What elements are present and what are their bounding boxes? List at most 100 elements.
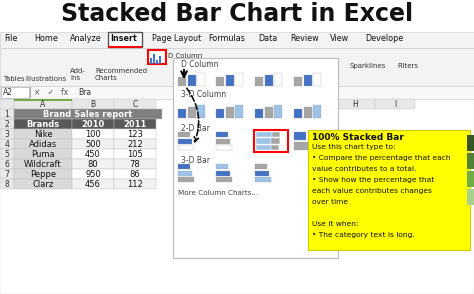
Text: File: File [4, 34, 18, 43]
Text: 78: 78 [129, 160, 140, 169]
Text: 5: 5 [5, 150, 9, 159]
Text: 86: 86 [129, 170, 140, 179]
Bar [235, 105, 244, 118]
Bar [114, 179, 156, 189]
Text: 1: 1 [5, 110, 9, 119]
Bar [178, 164, 190, 169]
Text: Insert: Insert [110, 34, 137, 43]
Bar [255, 177, 272, 182]
Bar [14, 129, 72, 139]
Text: Develope: Develope [365, 34, 403, 43]
Bar [216, 164, 228, 169]
Bar [114, 149, 156, 159]
Text: D Column: D Column [181, 60, 219, 69]
Text: C: C [132, 100, 137, 109]
Bar [178, 145, 194, 150]
Text: each value contributes changes: each value contributes changes [312, 188, 432, 194]
Text: ×   ✓   fx: × ✓ fx [34, 88, 68, 97]
Text: Page Layout: Page Layout [152, 34, 201, 43]
Bar [14, 169, 72, 179]
Bar [72, 179, 114, 189]
Text: Puma: Puma [31, 150, 55, 159]
Bar [178, 177, 194, 182]
Bar [255, 171, 269, 176]
Text: value contributes to a total.: value contributes to a total. [312, 166, 416, 172]
Text: Peppe: Peppe [30, 170, 56, 179]
Bar [197, 105, 205, 118]
Bar [14, 119, 72, 129]
Bar [294, 109, 302, 118]
Bar [280, 145, 284, 150]
Bar [178, 77, 186, 86]
Bar [0, 139, 14, 149]
Bar [197, 73, 205, 86]
Text: 4: 4 [5, 140, 9, 149]
Bar [294, 141, 310, 150]
Bar [0, 179, 14, 189]
Bar [467, 189, 474, 205]
Text: View: View [330, 34, 349, 43]
Bar [216, 171, 230, 176]
Bar [216, 109, 224, 118]
Text: Brands: Brands [27, 120, 60, 129]
Bar [14, 159, 72, 169]
Text: 2011: 2011 [123, 120, 146, 129]
Bar [114, 139, 156, 149]
Bar [255, 164, 267, 169]
Bar [188, 107, 196, 118]
Text: • Compare the percentage that each: • Compare the percentage that each [312, 155, 451, 161]
Text: 2: 2 [5, 120, 9, 129]
Text: 7: 7 [5, 170, 9, 179]
Bar [156, 60, 158, 64]
Bar [0, 119, 14, 129]
Text: Use it when:: Use it when: [312, 221, 358, 227]
Bar [280, 132, 284, 137]
Bar [254, 130, 288, 152]
Bar [467, 135, 474, 151]
Bar [280, 138, 284, 144]
Bar [272, 138, 280, 144]
Bar [216, 77, 224, 86]
Bar [467, 171, 474, 187]
Text: A: A [40, 100, 46, 109]
Bar [14, 99, 72, 109]
Bar [14, 149, 72, 159]
Bar [0, 149, 14, 159]
Bar [0, 99, 474, 294]
Bar [226, 75, 234, 86]
Text: D Column: D Column [168, 53, 202, 59]
Bar [153, 54, 155, 64]
Text: 3-D Column: 3-D Column [181, 90, 226, 99]
Text: Home: Home [34, 34, 58, 43]
Bar [0, 129, 14, 139]
Text: Filters: Filters [397, 63, 418, 69]
Bar [14, 109, 162, 119]
Text: H: H [352, 100, 358, 109]
Text: 100% Stacked Bar: 100% Stacked Bar [312, 133, 404, 142]
Text: Wildcraft: Wildcraft [24, 160, 62, 169]
Text: 3-D Bar: 3-D Bar [181, 156, 210, 165]
Text: 6: 6 [5, 160, 9, 169]
Text: Clarz: Clarz [32, 180, 54, 189]
Bar [274, 105, 283, 118]
Text: • Show how the percentage that: • Show how the percentage that [312, 177, 434, 183]
Bar [235, 73, 244, 86]
Bar [178, 109, 186, 118]
Text: ours: ours [297, 72, 312, 78]
Bar [313, 73, 321, 86]
FancyArrowPatch shape [187, 88, 199, 142]
Bar [216, 177, 233, 182]
Text: Nike: Nike [34, 130, 52, 139]
Bar [14, 139, 72, 149]
Text: Tables: Tables [3, 76, 25, 82]
Text: 456: 456 [85, 180, 101, 189]
Text: Recommended
Charts: Recommended Charts [95, 68, 147, 81]
Text: 105: 105 [127, 150, 143, 159]
Bar [216, 138, 230, 143]
Text: 100: 100 [85, 130, 101, 139]
Text: 8: 8 [5, 180, 9, 189]
Text: 450: 450 [85, 150, 101, 159]
Bar [72, 139, 114, 149]
Text: More Column Charts...: More Column Charts... [178, 190, 258, 196]
Bar [313, 105, 321, 118]
